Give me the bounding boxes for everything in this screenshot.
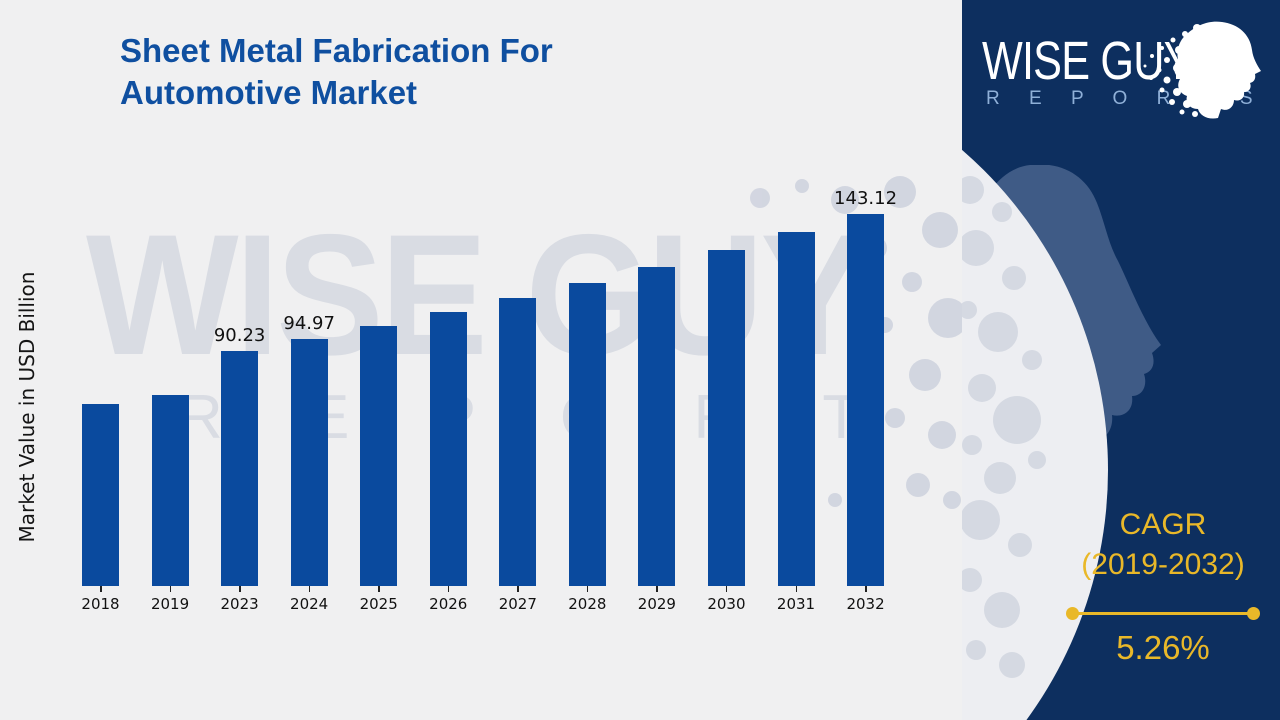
bar [221,351,259,586]
x-axis-label: 2031 [776,595,816,613]
watermark-dots-pattern [750,176,968,509]
divider-dot-left [1066,606,1079,620]
bar [151,394,189,586]
bar [82,404,119,586]
x-axis-label: 2029 [637,595,676,613]
bar [290,339,328,586]
x-axis-tick [795,586,797,592]
bar [707,250,745,586]
bar-group: 2026 [413,312,483,613]
x-axis-tick [586,586,589,592]
x-axis-tick [865,586,867,592]
bar [777,232,815,586]
logo: WISE GUY R E P O R T S [962,0,1280,140]
bar-group: 90.23 2023 [205,325,275,613]
bar-group: 2029 [622,266,692,613]
cagr-label: CAGR [1119,508,1207,541]
x-axis-label: 2032 [846,595,885,613]
bar-group: 2025 [344,326,414,613]
x-axis-label: 2018 [81,595,120,613]
chart-title: Sheet Metal Fabrication For Automotive M… [120,32,553,111]
x-axis-tick [239,586,241,592]
cagr-range: (2019-2032) [1081,548,1245,581]
bar-value-label: 143.12 [834,187,898,209]
x-axis-label: 2028 [568,595,607,613]
x-axis-label: 2026 [429,595,468,613]
bar-group: 2019 [135,394,205,613]
bar-group: 2031 [761,232,831,613]
x-axis-tick [447,586,450,592]
bar-group: 2027 [483,298,553,613]
logo-wordmark: WISE GUY [982,31,1192,91]
cagr-block: CAGR (2019-2032) 5.26% [1018,508,1280,667]
x-axis-tick [656,586,658,592]
x-axis-label: 2030 [707,595,746,613]
x-axis-label: 2019 [150,595,190,613]
bar-chart: 2018 2019 90.23 2023 94.97 2024 2025 2026 2027 20… [66,188,901,613]
x-axis-tick [308,586,311,592]
x-axis-label: 2024 [290,595,329,613]
x-axis-tick [169,586,172,592]
bar-group: 2018 [66,404,136,613]
bar-group: 143.12 2032 [831,188,901,613]
bar [568,282,606,586]
brand-panel: WISE GUY R E P O R T S CAGR ( [962,0,1280,720]
bar [638,266,676,586]
cagr-value: 5.26% [1116,628,1210,666]
x-axis-label: 2023 [220,595,259,613]
bar [499,298,537,586]
bar [360,326,398,586]
x-axis-tick [378,586,380,592]
bar-group: 2030 [691,250,761,613]
bar-value-label: 90.23 [213,325,266,347]
bar [847,213,885,586]
cagr-divider-line [1066,606,1260,620]
logo-face-icon [1143,21,1261,119]
divider-dot-right [1247,606,1260,620]
bar-group: 94.97 2024 [274,313,344,613]
bar-group: 2028 [552,282,622,613]
x-axis-tick [517,586,519,592]
x-axis-tick [100,586,102,592]
x-axis-tick [725,586,728,592]
x-axis-label: 2025 [359,595,398,613]
bar [429,312,467,586]
x-axis-label: 2027 [498,595,537,613]
bar-value-label: 94.97 [283,313,335,335]
